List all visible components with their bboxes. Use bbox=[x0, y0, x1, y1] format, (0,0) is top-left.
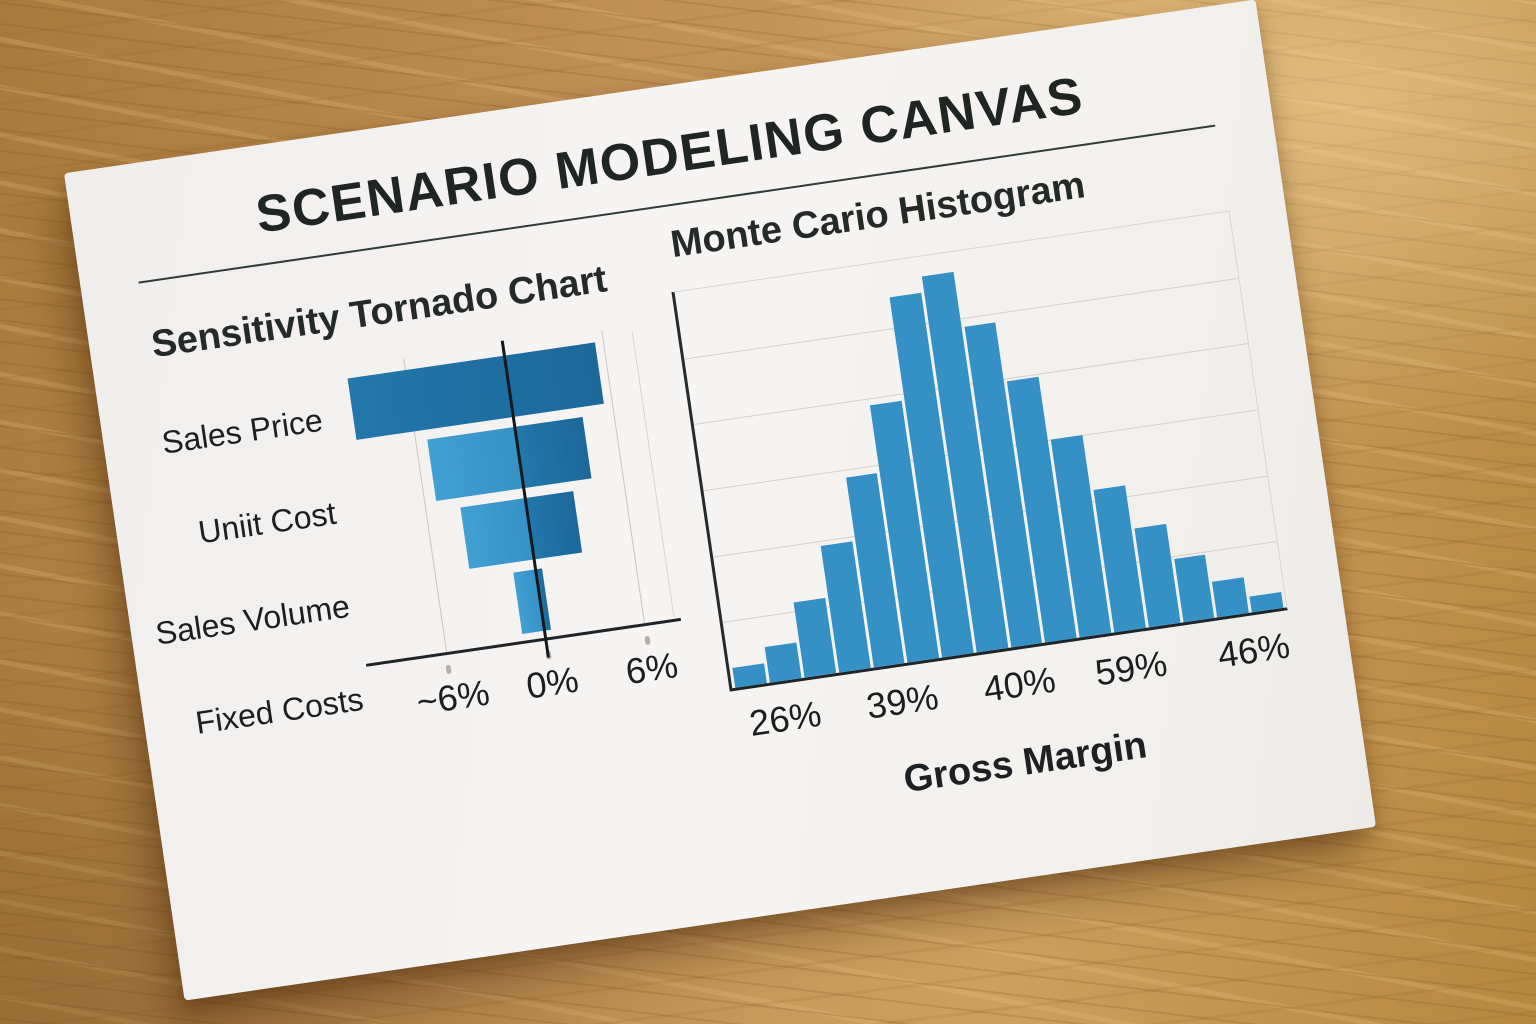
tornado-category-label: Sales Volume bbox=[153, 587, 352, 652]
histogram-plot bbox=[671, 210, 1288, 692]
tornado-category-label: Uniit Cost bbox=[195, 494, 339, 551]
tornado-tick bbox=[644, 635, 651, 646]
histogram-bar bbox=[1212, 577, 1250, 618]
tornado-bar-high bbox=[514, 417, 592, 489]
histogram-bar bbox=[1173, 554, 1215, 623]
tornado-tick-label: 0% bbox=[523, 658, 582, 707]
tornado-category-label: Fixed Costs bbox=[193, 681, 366, 742]
histogram-bars bbox=[675, 212, 1287, 689]
tornado-bar-low bbox=[426, 426, 524, 502]
tornado-rows bbox=[330, 330, 675, 661]
histogram-tick-label: 59% bbox=[1092, 642, 1170, 694]
histogram-tick-label: 46% bbox=[1215, 624, 1293, 676]
tornado-chart-body: Sales Price Uniit Cost Sales Volume Fixed C… bbox=[153, 330, 686, 765]
histogram-bar bbox=[732, 663, 768, 688]
histogram-chart-section: Monte Cario Histogram 26% 39% 40% 59% 46% Gr… bbox=[636, 140, 1308, 829]
tornado-bar-low bbox=[460, 498, 534, 569]
tornado-tick bbox=[445, 664, 453, 675]
histogram-bar bbox=[1249, 591, 1284, 613]
histogram-tick-label: 39% bbox=[863, 675, 941, 727]
canvas-card: SCENARIO MODELING CANVAS Sensitivity Tor… bbox=[63, 0, 1377, 1001]
tornado-category-label: Sales Price bbox=[159, 401, 325, 461]
histogram-bar bbox=[764, 642, 802, 683]
histogram-tick-label: 40% bbox=[980, 658, 1059, 710]
charts-row: Sensitivity Tornado Chart Sales Price Uni… bbox=[139, 140, 1308, 901]
tornado-tick-label: ~6% bbox=[413, 671, 493, 723]
tornado-tick-label: 6% bbox=[623, 644, 681, 693]
tornado-chart-section: Sensitivity Tornado Chart Sales Price Uni… bbox=[139, 225, 724, 901]
histogram-tick-label: 26% bbox=[746, 692, 824, 744]
tornado-plot: ~6% 0% 6% bbox=[330, 330, 686, 739]
